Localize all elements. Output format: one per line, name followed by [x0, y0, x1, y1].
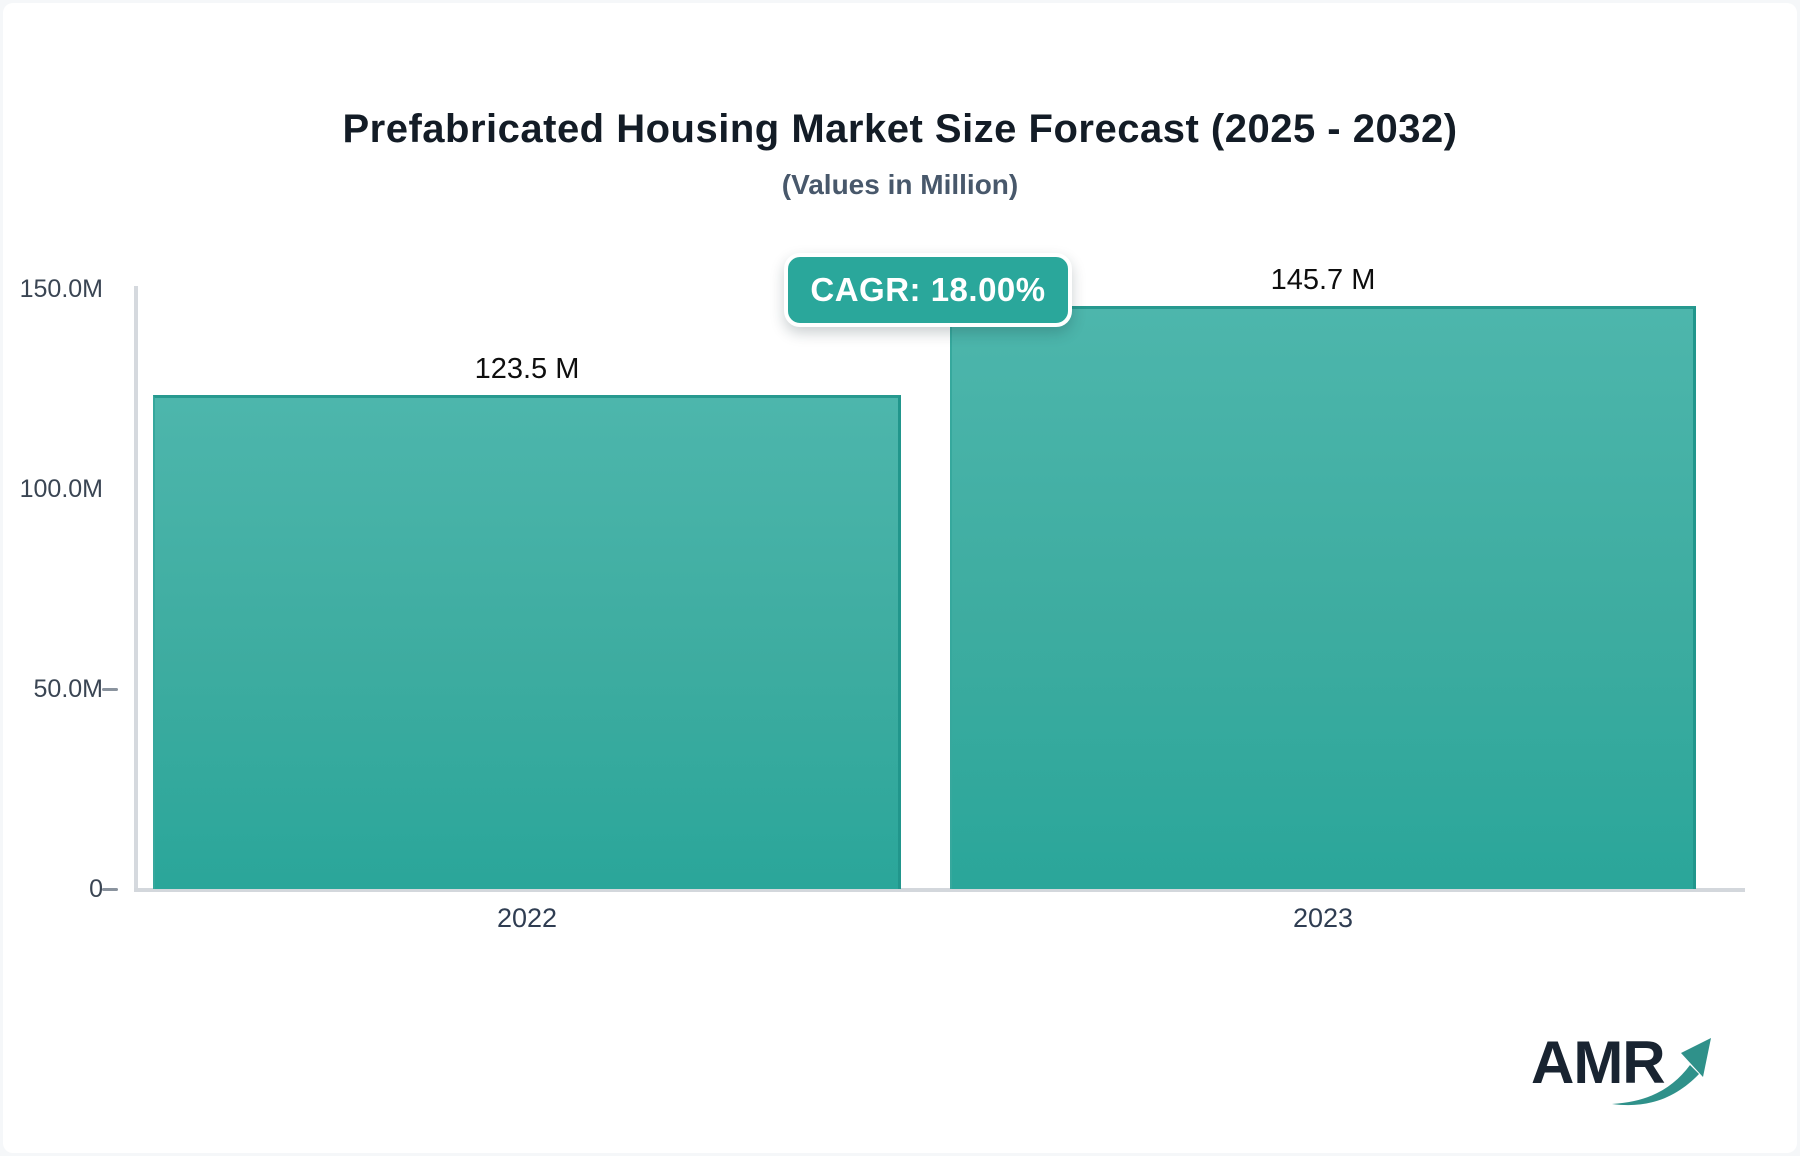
- y-tick-label: 50.0M: [33, 675, 103, 703]
- growth-arrow-icon: [1612, 1038, 1711, 1106]
- amr-logo-text: AMR: [1531, 1029, 1666, 1096]
- amr-logo: AMR: [1531, 1033, 1741, 1117]
- y-tick-label: 150.0M: [19, 275, 103, 303]
- y-tick-label: 0: [89, 875, 103, 903]
- y-tick-label: 100.0M: [19, 475, 103, 503]
- x-axis-line: [134, 888, 1745, 892]
- chart-title: Prefabricated Housing Market Size Foreca…: [342, 107, 1458, 151]
- chart-subtitle: (Values in Million): [781, 169, 1019, 200]
- bar-2023: [950, 306, 1696, 889]
- y-tick-mark: [102, 688, 118, 691]
- x-axis-label: 2023: [1292, 903, 1354, 933]
- y-tick-mark: [102, 888, 118, 891]
- y-axis-line: [134, 286, 138, 892]
- plot-area: 150.0M 100.0M 50.0M 0 123.5 M 2022 145.7 M 202…: [3, 3, 1797, 1153]
- bar-2022: [153, 395, 901, 889]
- x-axis-label: 2022: [496, 903, 558, 933]
- bar-value-label: 145.7 M: [1270, 264, 1376, 296]
- chart-card: Prefabricated Housing Market Size Foreca…: [3, 3, 1797, 1153]
- cagr-badge: CAGR: 18.00%: [784, 253, 1072, 327]
- bar-value-label: 123.5 M: [474, 353, 580, 385]
